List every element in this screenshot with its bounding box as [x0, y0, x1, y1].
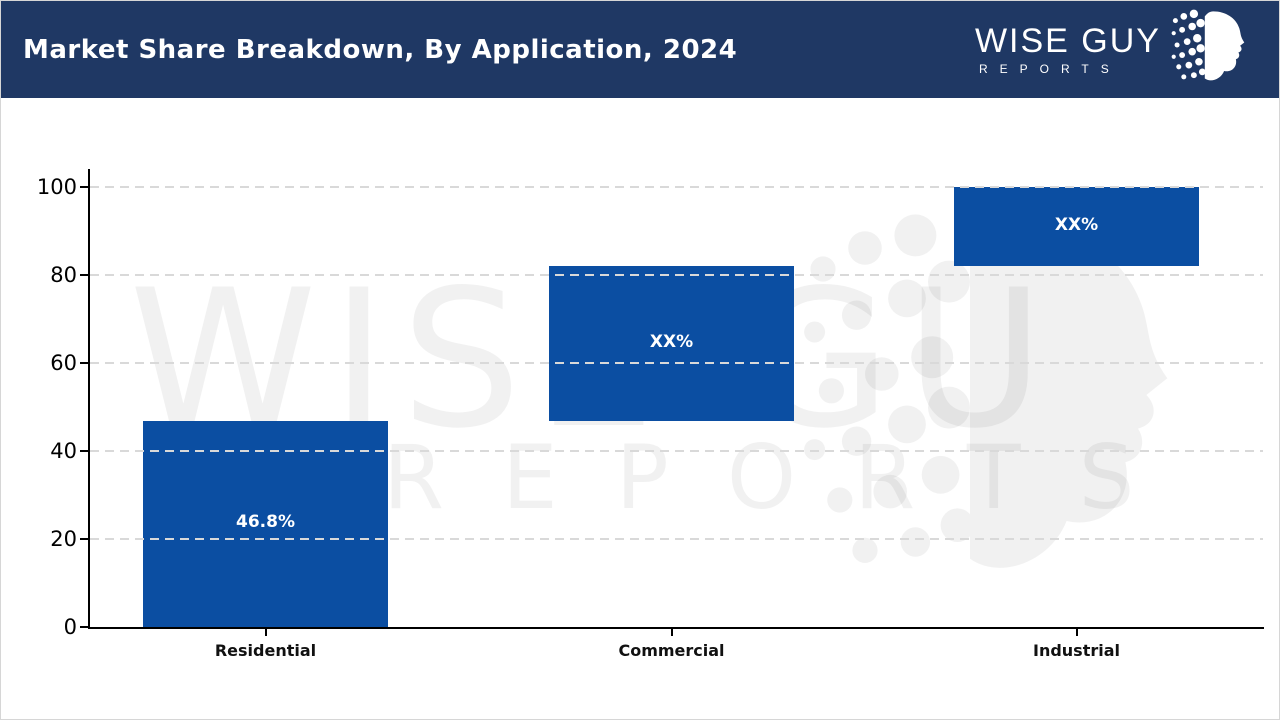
bar-value-label: XX%: [1054, 214, 1099, 235]
gridline: [90, 450, 1263, 452]
logo-wordmark: WISE GUY: [974, 21, 1161, 60]
gridline: [90, 274, 1263, 276]
x-tick-mark: [1075, 629, 1078, 636]
logo-subtitle: REPORTS: [978, 61, 1121, 76]
x-axis-category-label: Commercial: [618, 641, 725, 660]
y-axis-tick-label: 60: [50, 351, 77, 375]
bar-value-label: XX%: [649, 331, 694, 352]
y-tick-mark: [80, 450, 88, 452]
x-tick-mark: [264, 629, 267, 636]
logo-face-icon: [1171, 9, 1245, 80]
y-tick-mark: [80, 362, 88, 364]
bar-commercial: [549, 266, 794, 422]
y-tick-mark: [80, 274, 88, 276]
x-axis-category-label: Residential: [214, 641, 317, 660]
gridline: [90, 362, 1263, 364]
page-title: Market Share Breakdown, By Application, …: [23, 34, 738, 65]
logo-text: WISE GUY REPORTS: [975, 24, 1161, 76]
bar-value-label: 46.8%: [236, 512, 295, 533]
logo: WISE GUY REPORTS: [975, 8, 1255, 92]
y-tick-mark: [80, 626, 88, 628]
y-axis-tick-label: 0: [63, 615, 77, 639]
gridline: [90, 186, 1263, 188]
y-axis-tick-label: 40: [50, 439, 77, 463]
x-axis-category-label: Industrial: [1032, 641, 1120, 660]
x-tick-mark: [670, 629, 673, 636]
x-axis-line: [88, 627, 1264, 629]
y-axis-line: [88, 169, 90, 629]
header: Market Share Breakdown, By Application, …: [1, 1, 1279, 98]
bar-industrial: [954, 187, 1199, 267]
bar-residential: [143, 421, 388, 627]
y-axis-tick-label: 100: [36, 175, 77, 199]
y-axis-tick-label: 20: [50, 527, 77, 551]
y-tick-mark: [80, 186, 88, 188]
gridline: [90, 538, 1263, 540]
y-tick-mark: [80, 538, 88, 540]
y-axis-tick-label: 80: [50, 263, 77, 287]
